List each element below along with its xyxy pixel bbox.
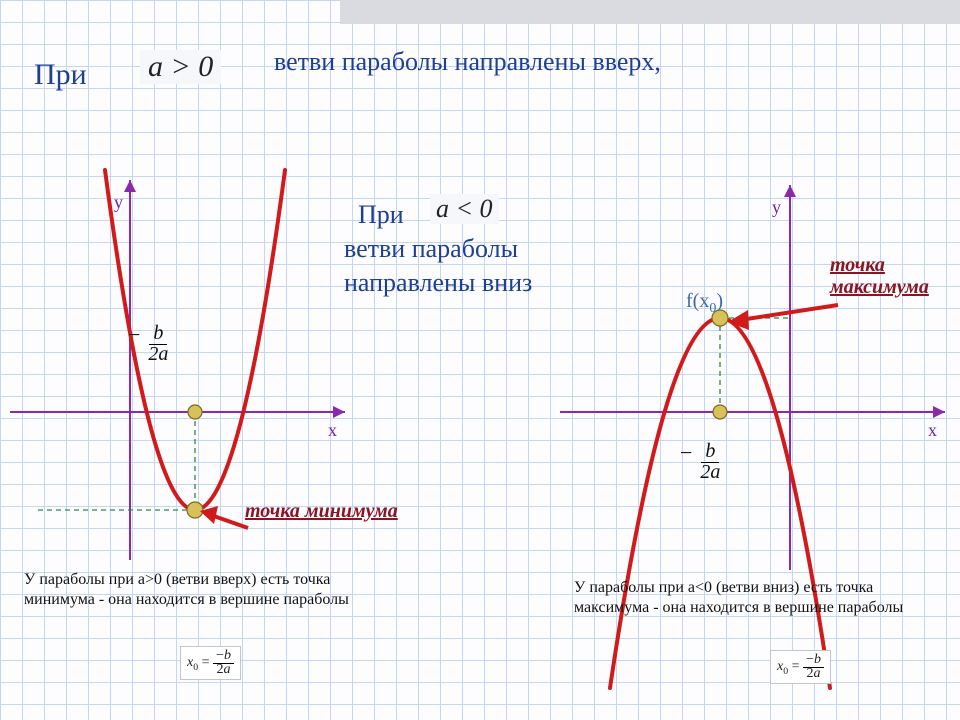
- right-caption: У параболы при a<0 (ветви вниз) есть точ…: [574, 578, 934, 618]
- right-x-label: x: [928, 420, 937, 441]
- right-y-label: y: [772, 197, 781, 218]
- right-vertex-formula-box: x0 = −b2a: [770, 650, 831, 684]
- right-vertex-x-formula: −b2a: [680, 440, 724, 483]
- label-fx0: f(x0): [686, 290, 723, 317]
- label-max-point: точка максимума: [830, 254, 960, 298]
